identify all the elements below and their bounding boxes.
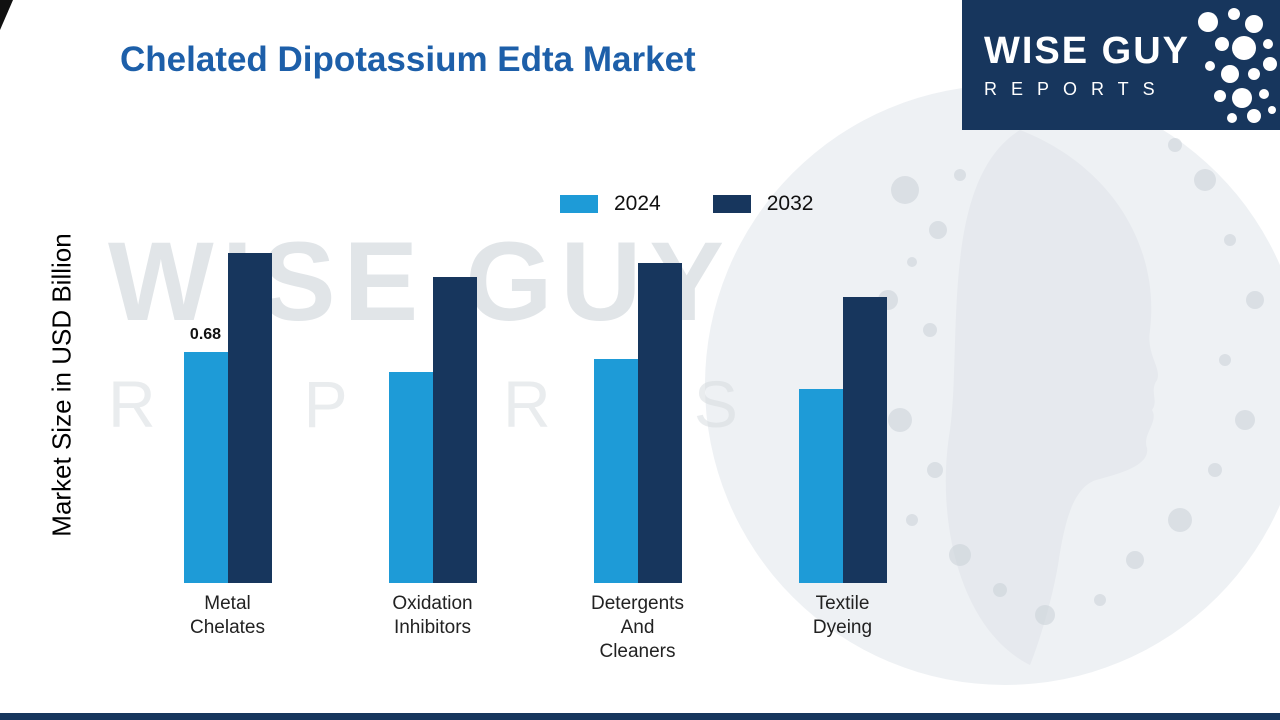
legend: 2024 2032	[560, 192, 813, 216]
category-axis: Metal Chelates Oxidation Inhibitors Deterg…	[125, 592, 945, 663]
legend-swatch-2032	[712, 195, 751, 213]
bar-2024-3	[798, 389, 843, 583]
legend-item-2032: 2032	[712, 192, 814, 216]
category-label-text: Detergents And Cleaners	[591, 593, 684, 662]
category-label-text: Textile Dyeing	[812, 593, 873, 638]
legend-swatch-2024	[560, 195, 598, 213]
logo-face-icon	[1198, 8, 1277, 123]
bar-group-2	[535, 230, 740, 583]
logo-text: WISE GUY REPORTS	[984, 30, 1190, 100]
bar-2032-2	[637, 263, 682, 583]
bar-2032-1	[432, 277, 477, 583]
logo-block: WISE GUY REPORTS	[962, 0, 1280, 130]
legend-item-2024: 2024	[560, 192, 661, 216]
category-label-0: Metal Chelates	[125, 592, 330, 663]
category-label-text: Oxidation Inhibitors	[392, 593, 473, 638]
y-axis-label: Market Size in USD Billion	[46, 233, 77, 537]
chart-title: Chelated Dipotassium Edta Market	[120, 40, 696, 79]
bar-value-label: 0.68	[189, 326, 222, 343]
plot-area: 0.68	[125, 230, 945, 583]
bar-2024-2	[593, 359, 638, 583]
bar-2032-0	[227, 253, 272, 583]
legend-label-2032: 2032	[766, 192, 814, 215]
category-label-2: Detergents And Cleaners	[535, 592, 740, 663]
bar-group-0: 0.68	[125, 230, 330, 583]
category-label-3: Textile Dyeing	[740, 592, 945, 663]
logo-wordmark: WISE GUY	[984, 30, 1191, 72]
bar-2024-0: 0.68	[183, 326, 228, 583]
footer-bar	[0, 713, 1280, 720]
corner-decoration	[0, 0, 13, 30]
bar-group-1	[330, 230, 535, 583]
bar-2024-1	[388, 372, 433, 583]
category-label-1: Oxidation Inhibitors	[330, 592, 535, 663]
bar-2032-3	[842, 297, 887, 583]
bar-group-3	[740, 230, 945, 583]
category-label-text: Metal Chelates	[190, 593, 265, 638]
legend-label-2024: 2024	[614, 192, 661, 215]
